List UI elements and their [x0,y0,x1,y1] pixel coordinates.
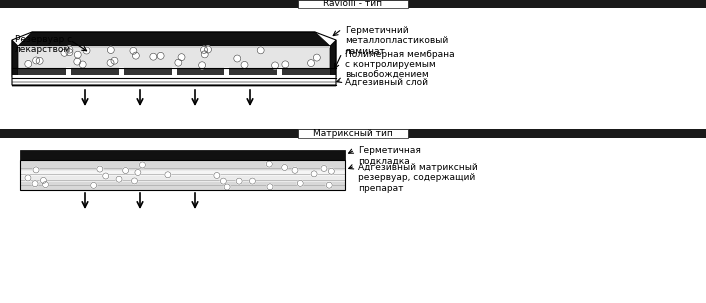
Circle shape [214,172,220,178]
Circle shape [36,57,43,64]
Circle shape [175,59,182,66]
Bar [0,0,706,8]
Bar [20,160,345,190]
Circle shape [132,52,139,59]
Circle shape [103,173,109,179]
Circle shape [249,178,256,184]
Circle shape [308,60,314,67]
Circle shape [257,47,264,54]
Text: Адгезивный матриксный
резервуар, содержащий
препарат: Адгезивный матриксный резервуар, содержа… [358,163,478,193]
Bar [225,67,229,78]
Circle shape [272,62,279,69]
Circle shape [73,58,80,65]
Circle shape [97,166,103,172]
Circle shape [111,57,118,64]
Circle shape [61,49,68,56]
Circle shape [198,62,205,69]
Circle shape [178,54,185,61]
Circle shape [40,177,47,183]
Bar [12,75,336,78]
Circle shape [83,47,90,54]
Text: Raviolli - тип: Raviolli - тип [323,0,383,8]
Circle shape [32,181,38,187]
Circle shape [328,168,335,174]
Bar [12,83,336,85]
Circle shape [282,61,289,68]
Circle shape [157,52,164,59]
Text: Полимерная мембрана
с контролируемым
высвобождением: Полимерная мембрана с контролируемым выс… [345,50,455,80]
Bar [119,67,124,78]
Circle shape [32,57,40,64]
Circle shape [150,53,157,60]
Text: Герметичная
подкладка: Герметичная подкладка [358,146,421,165]
Bar [18,68,330,77]
Circle shape [297,180,304,186]
Circle shape [33,167,39,173]
Circle shape [123,168,128,174]
Bar [172,67,176,78]
Bar [298,0,408,8]
Circle shape [140,162,145,168]
Circle shape [205,46,212,53]
Bar [12,85,336,87]
Text: Резервуар с
лекарством: Резервуар с лекарством [15,35,72,55]
Polygon shape [12,40,18,77]
Bar [0,129,706,138]
Circle shape [234,55,241,62]
Text: Адгезивный слой: Адгезивный слой [345,78,428,87]
Text: Герметичний
металлопластиковый
ламинат: Герметичний металлопластиковый ламинат [345,26,448,56]
Circle shape [313,54,321,61]
Polygon shape [18,32,330,46]
Circle shape [107,59,114,66]
Circle shape [42,181,49,188]
Circle shape [326,182,333,188]
Circle shape [224,184,230,190]
Circle shape [25,175,31,181]
Circle shape [201,51,208,58]
Circle shape [201,46,208,53]
Circle shape [267,184,273,190]
Circle shape [116,176,122,182]
Text: Матриксный тип: Матриксный тип [313,129,393,138]
Circle shape [130,47,137,54]
Circle shape [66,46,73,53]
Polygon shape [18,46,330,68]
Circle shape [74,51,81,58]
Bar [20,171,345,176]
Bar [20,170,345,182]
Circle shape [220,178,227,184]
Bar [18,46,330,48]
Circle shape [25,60,32,68]
Circle shape [66,49,73,56]
Circle shape [282,165,287,171]
Circle shape [131,178,138,184]
Circle shape [135,169,141,175]
Circle shape [321,165,327,171]
Circle shape [241,62,248,68]
Bar [12,81,336,85]
Circle shape [107,47,114,54]
Circle shape [236,178,242,184]
Bar [66,67,71,78]
Polygon shape [330,40,336,77]
Circle shape [90,182,97,188]
Circle shape [311,171,317,177]
Bar [20,150,345,160]
Circle shape [266,161,273,167]
Circle shape [164,172,171,178]
Bar [277,67,282,78]
Bar [298,129,408,138]
Circle shape [292,167,298,173]
Circle shape [79,61,86,68]
Bar [20,160,345,190]
